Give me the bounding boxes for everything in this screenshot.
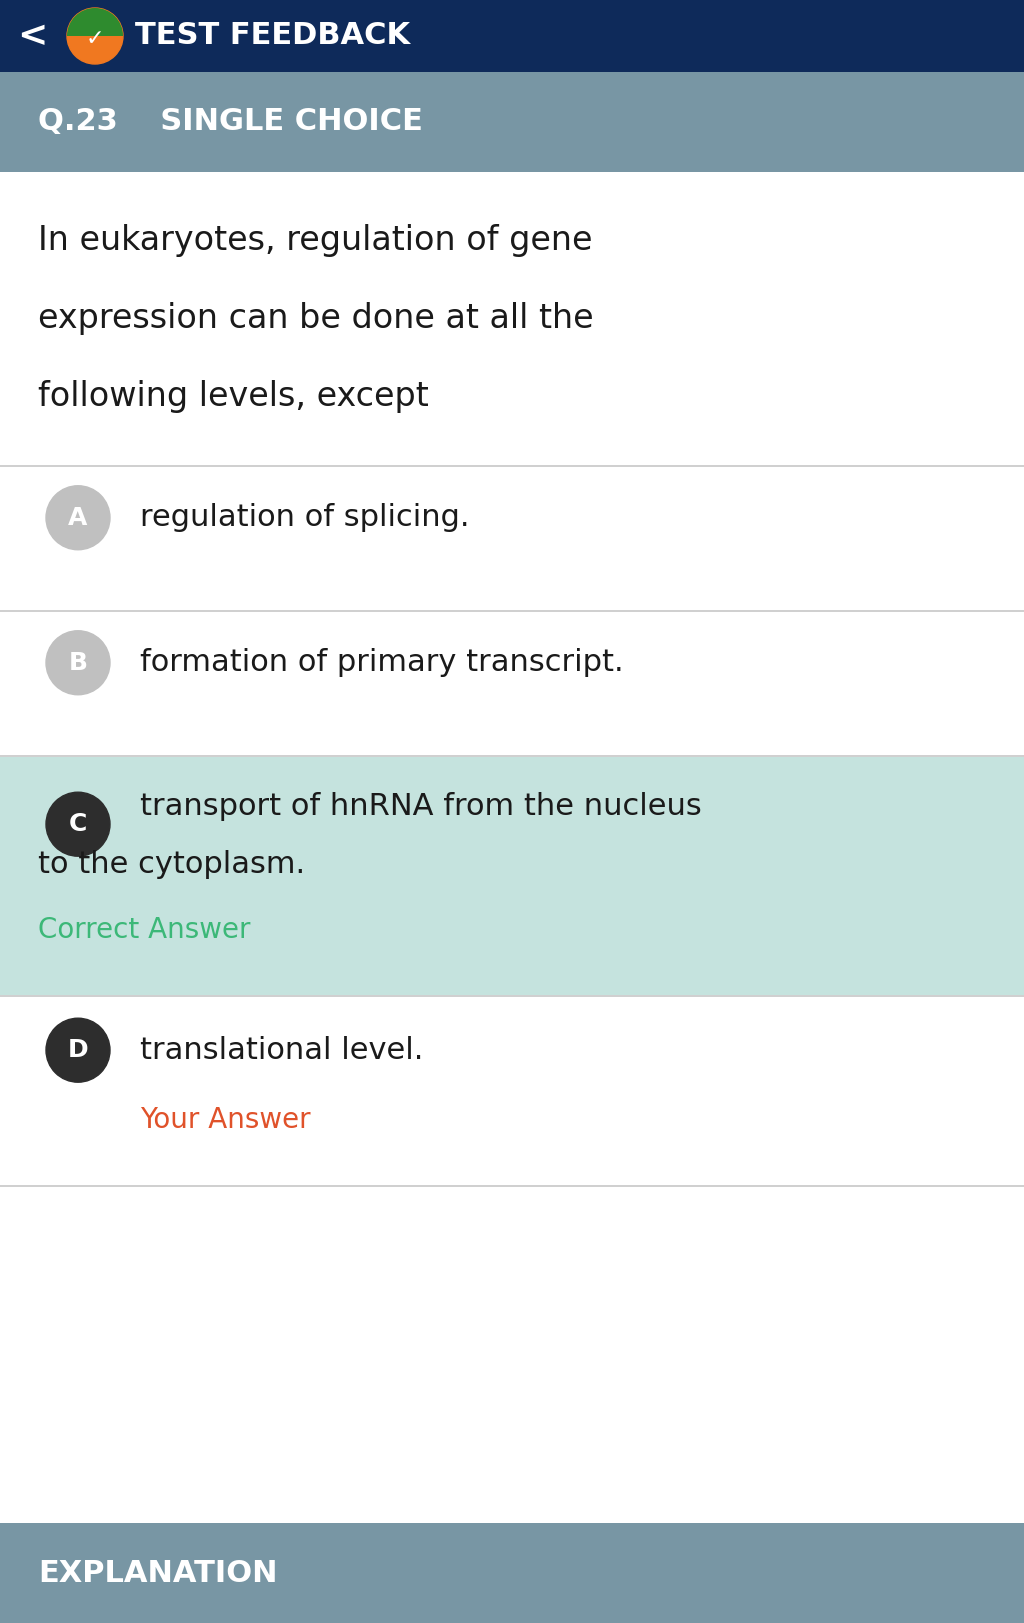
Text: regulation of splicing.: regulation of splicing. bbox=[140, 503, 469, 532]
Text: ✓: ✓ bbox=[86, 29, 104, 49]
FancyBboxPatch shape bbox=[0, 467, 1024, 612]
FancyBboxPatch shape bbox=[0, 1185, 1024, 1186]
Text: translational level.: translational level. bbox=[140, 1035, 423, 1065]
FancyBboxPatch shape bbox=[0, 995, 1024, 997]
Circle shape bbox=[67, 8, 123, 63]
Wedge shape bbox=[67, 8, 123, 36]
FancyBboxPatch shape bbox=[0, 755, 1024, 756]
Text: A: A bbox=[69, 506, 88, 529]
Text: transport of hnRNA from the nucleus: transport of hnRNA from the nucleus bbox=[140, 792, 701, 821]
FancyBboxPatch shape bbox=[0, 1186, 1024, 1522]
Text: formation of primary transcript.: formation of primary transcript. bbox=[140, 648, 624, 677]
Text: B: B bbox=[69, 651, 87, 675]
Text: following levels, except: following levels, except bbox=[38, 380, 429, 412]
Text: to the cytoplasm.: to the cytoplasm. bbox=[38, 850, 305, 878]
FancyBboxPatch shape bbox=[0, 172, 1024, 467]
Text: Q.23    SINGLE CHOICE: Q.23 SINGLE CHOICE bbox=[38, 107, 423, 136]
FancyBboxPatch shape bbox=[0, 0, 1024, 71]
Text: expression can be done at all the: expression can be done at all the bbox=[38, 302, 594, 334]
Circle shape bbox=[46, 792, 110, 857]
Text: Your Answer: Your Answer bbox=[140, 1107, 310, 1134]
Text: In eukaryotes, regulation of gene: In eukaryotes, regulation of gene bbox=[38, 224, 593, 256]
FancyBboxPatch shape bbox=[0, 610, 1024, 612]
FancyBboxPatch shape bbox=[0, 1522, 1024, 1623]
Text: Correct Answer: Correct Answer bbox=[38, 915, 251, 945]
Circle shape bbox=[46, 1018, 110, 1083]
Text: D: D bbox=[68, 1039, 88, 1061]
Text: <: < bbox=[16, 19, 47, 54]
FancyBboxPatch shape bbox=[0, 612, 1024, 756]
FancyBboxPatch shape bbox=[0, 71, 1024, 172]
FancyBboxPatch shape bbox=[0, 466, 1024, 467]
Text: EXPLANATION: EXPLANATION bbox=[38, 1558, 278, 1587]
FancyBboxPatch shape bbox=[0, 997, 1024, 1186]
Text: C: C bbox=[69, 812, 87, 836]
Circle shape bbox=[46, 631, 110, 695]
Text: TEST FEEDBACK: TEST FEEDBACK bbox=[135, 21, 411, 50]
Circle shape bbox=[46, 485, 110, 550]
FancyBboxPatch shape bbox=[0, 756, 1024, 997]
